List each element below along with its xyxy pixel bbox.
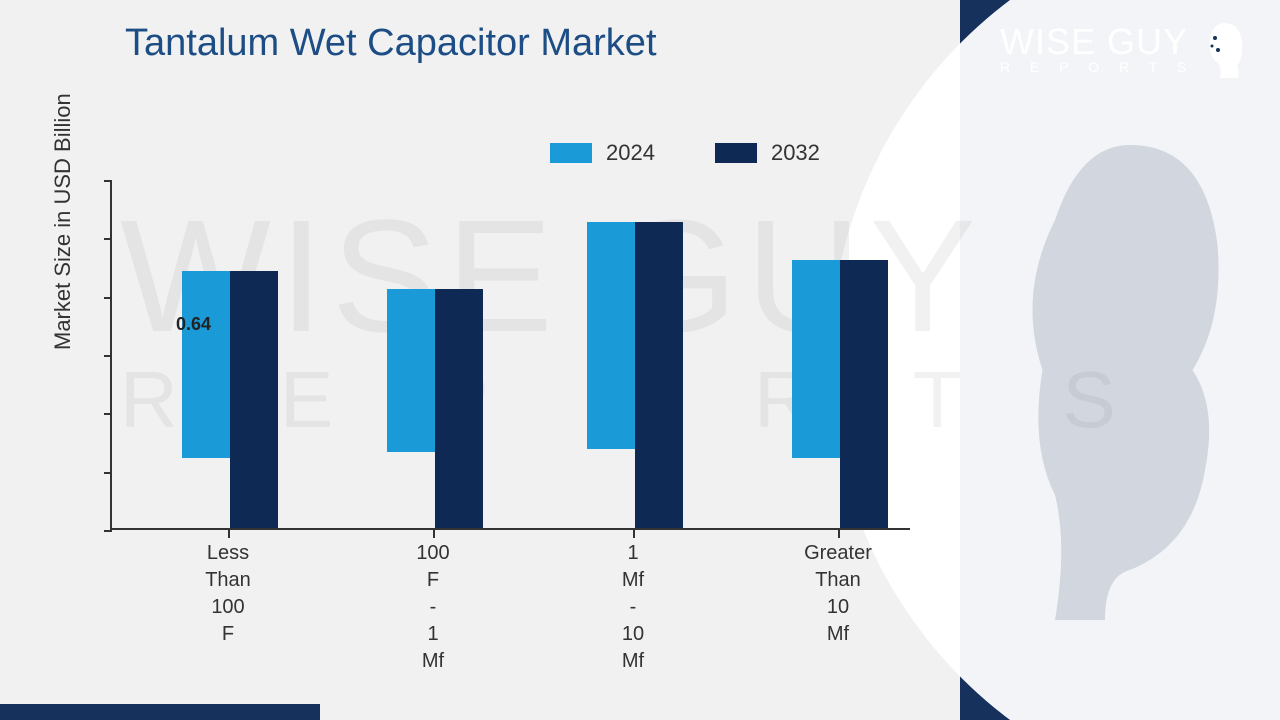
brand-logo: WISE GUY R E P O R T S: [1000, 18, 1260, 98]
head-silhouette-icon: [990, 120, 1270, 620]
bar: [182, 271, 230, 458]
legend-item-2032: 2032: [715, 140, 820, 166]
bar-group: [182, 271, 278, 528]
y-tick: [104, 297, 112, 299]
bar: [635, 222, 683, 528]
y-tick: [104, 355, 112, 357]
chart-canvas: WISE GUY R E P O R T S Tantalum Wet Capa…: [0, 0, 1280, 720]
bar: [840, 260, 888, 528]
y-tick: [104, 180, 112, 182]
logo-line1: WISE GUY: [1000, 21, 1194, 63]
legend-label-2032: 2032: [771, 140, 820, 166]
bar: [435, 289, 483, 528]
bar: [587, 222, 635, 450]
y-tick: [104, 530, 112, 532]
y-axis-label: Market Size in USD Billion: [50, 93, 76, 350]
bar-value-label: 0.64: [176, 314, 211, 335]
x-axis-label: 100F-1Mf: [393, 540, 473, 675]
bar-group: [387, 289, 483, 528]
bar-group: [792, 260, 888, 528]
y-tick: [104, 413, 112, 415]
bar-group: [587, 222, 683, 528]
bar: [792, 260, 840, 458]
plot-area: 0.64: [110, 180, 910, 530]
x-tick: [228, 530, 230, 538]
x-tick: [633, 530, 635, 538]
legend-label-2024: 2024: [606, 140, 655, 166]
logo-head-icon: [1200, 18, 1250, 78]
x-axis-label: LessThan100F: [188, 540, 268, 648]
legend-item-2024: 2024: [550, 140, 655, 166]
x-tick: [433, 530, 435, 538]
y-tick: [104, 472, 112, 474]
chart-title: Tantalum Wet Capacitor Market: [125, 22, 657, 65]
y-tick: [104, 238, 112, 240]
x-tick: [838, 530, 840, 538]
x-axis-label: GreaterThan10Mf: [798, 540, 878, 648]
logo-line2: R E P O R T S: [1000, 59, 1194, 75]
bar: [387, 289, 435, 452]
legend: 2024 2032: [550, 140, 820, 166]
legend-swatch-2032: [715, 143, 757, 163]
x-axis-label: 1Mf-10Mf: [593, 540, 673, 675]
bar: [230, 271, 278, 528]
bottom-accent-bar: [0, 704, 320, 720]
legend-swatch-2024: [550, 143, 592, 163]
